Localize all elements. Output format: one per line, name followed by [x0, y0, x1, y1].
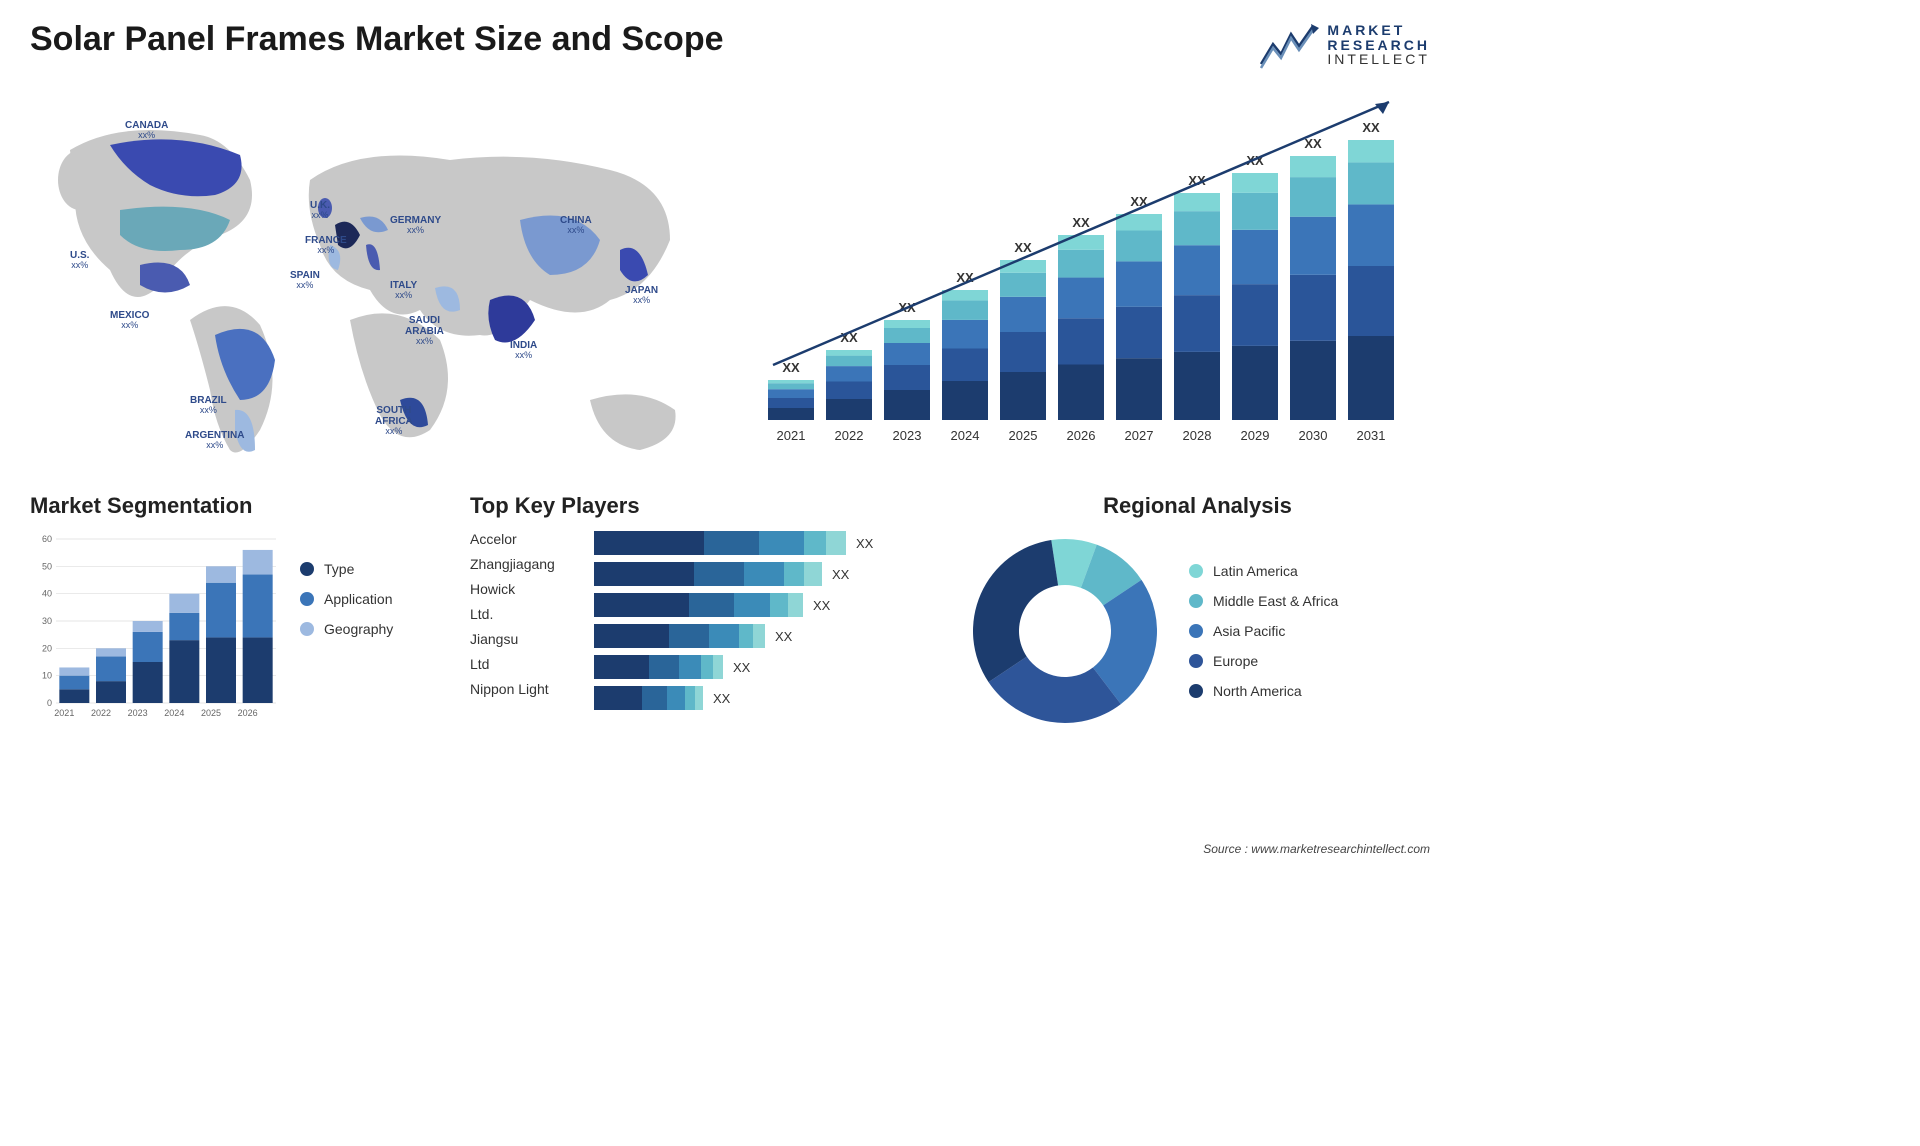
map-label: MEXICOxx%	[110, 310, 149, 331]
regional-donut	[965, 531, 1165, 731]
segmentation-title: Market Segmentation	[30, 493, 440, 519]
map-label: INDIAxx%	[510, 340, 537, 361]
growth-chart: XX2021XX2022XX2023XX2024XX2025XX2026XX20…	[750, 90, 1430, 475]
key-player-bar: XX	[594, 624, 935, 648]
growth-chart-svg: XX2021XX2022XX2023XX2024XX2025XX2026XX20…	[750, 90, 1430, 470]
svg-text:2026: 2026	[238, 708, 258, 718]
map-label: CANADAxx%	[125, 120, 168, 141]
legend-item: Latin America	[1189, 563, 1338, 579]
map-label: CHINAxx%	[560, 215, 592, 236]
key-players-panel: Top Key Players Accelor Zhangjiagang Howic…	[470, 493, 935, 731]
key-players-title: Top Key Players	[470, 493, 935, 519]
svg-text:20: 20	[42, 643, 52, 653]
svg-text:XX: XX	[1362, 120, 1380, 135]
key-player-bar: XX	[594, 562, 935, 586]
svg-text:2025: 2025	[201, 708, 221, 718]
world-map: CANADAxx% U.S.xx% MEXICOxx% BRAZILxx% ARGENT…	[30, 90, 690, 470]
regional-title: Regional Analysis	[965, 493, 1430, 519]
key-player-name: Ltd.	[470, 606, 580, 622]
svg-text:2023: 2023	[128, 708, 148, 718]
map-label: SPAINxx%	[290, 270, 320, 291]
key-player-bar: XX	[594, 593, 935, 617]
map-label: U.S.xx%	[70, 250, 89, 271]
legend-item: Middle East & Africa	[1189, 593, 1338, 609]
regional-legend: Latin America Middle East & Africa Asia Pa…	[1189, 563, 1338, 699]
map-label: GERMANYxx%	[390, 215, 441, 236]
key-player-name: Jiangsu	[470, 631, 580, 647]
svg-text:2022: 2022	[835, 428, 864, 443]
svg-text:2025: 2025	[1009, 428, 1038, 443]
svg-text:2026: 2026	[1067, 428, 1096, 443]
map-label: JAPANxx%	[625, 285, 658, 306]
legend-item: Application	[300, 591, 393, 607]
logo-mark-icon	[1259, 20, 1319, 70]
svg-text:XX: XX	[782, 360, 800, 375]
legend-item: Geography	[300, 621, 393, 637]
svg-text:2028: 2028	[1183, 428, 1212, 443]
svg-text:40: 40	[42, 589, 52, 599]
source-attribution: Source : www.marketresearchintellect.com	[1203, 842, 1430, 856]
map-label: U.K.xx%	[310, 200, 330, 221]
svg-text:60: 60	[42, 534, 52, 544]
key-player-name: Howick	[470, 581, 580, 597]
svg-text:2024: 2024	[951, 428, 980, 443]
regional-panel: Regional Analysis Latin America Middle Ea…	[965, 493, 1430, 731]
svg-text:XX: XX	[1014, 240, 1032, 255]
logo-text-1: MARKET	[1327, 23, 1430, 38]
logo-text-3: INTELLECT	[1327, 52, 1430, 67]
key-players-names: Accelor Zhangjiagang Howick Ltd. Jiangsu Ltd N…	[470, 531, 580, 717]
key-player-name: Accelor	[470, 531, 580, 547]
legend-item: Europe	[1189, 653, 1338, 669]
svg-text:2021: 2021	[777, 428, 806, 443]
key-player-name: Zhangjiagang	[470, 556, 580, 572]
svg-text:2027: 2027	[1125, 428, 1154, 443]
segmentation-panel: Market Segmentation 0 10 20 30 40 50 60 2021 202…	[30, 493, 440, 731]
map-label: ARGENTINAxx%	[185, 430, 244, 451]
legend-item: North America	[1189, 683, 1338, 699]
legend-item: Type	[300, 561, 393, 577]
logo-text-2: RESEARCH	[1327, 38, 1430, 53]
key-players-bars: XX XX XX XX XX XX	[594, 531, 935, 717]
legend-item: Asia Pacific	[1189, 623, 1338, 639]
svg-text:30: 30	[42, 616, 52, 626]
svg-text:2024: 2024	[164, 708, 184, 718]
map-label: BRAZILxx%	[190, 395, 227, 416]
svg-text:XX: XX	[1072, 215, 1090, 230]
svg-text:50: 50	[42, 561, 52, 571]
key-player-bar: XX	[594, 531, 935, 555]
map-label: SOUTHAFRICAxx%	[375, 405, 413, 437]
svg-text:2021: 2021	[54, 708, 74, 718]
map-label: SAUDIARABIAxx%	[405, 315, 444, 347]
segmentation-chart: 0 10 20 30 40 50 60 2021 2022 2023 2024 2025 2026	[30, 531, 280, 721]
segmentation-legend: Type Application Geography	[300, 531, 393, 721]
svg-text:2023: 2023	[893, 428, 922, 443]
svg-text:2022: 2022	[91, 708, 111, 718]
world-map-svg	[30, 90, 690, 470]
map-label: FRANCExx%	[305, 235, 347, 256]
key-player-name: Ltd	[470, 656, 580, 672]
svg-text:10: 10	[42, 671, 52, 681]
key-player-bar: XX	[594, 686, 935, 710]
page-title: Solar Panel Frames Market Size and Scope	[30, 20, 724, 59]
svg-text:2029: 2029	[1241, 428, 1270, 443]
key-player-name: Nippon Light	[470, 681, 580, 697]
key-player-bar: XX	[594, 655, 935, 679]
map-label: ITALYxx%	[390, 280, 417, 301]
brand-logo: MARKET RESEARCH INTELLECT	[1259, 20, 1430, 70]
svg-text:0: 0	[47, 698, 52, 708]
svg-text:2030: 2030	[1299, 428, 1328, 443]
svg-text:2031: 2031	[1357, 428, 1386, 443]
